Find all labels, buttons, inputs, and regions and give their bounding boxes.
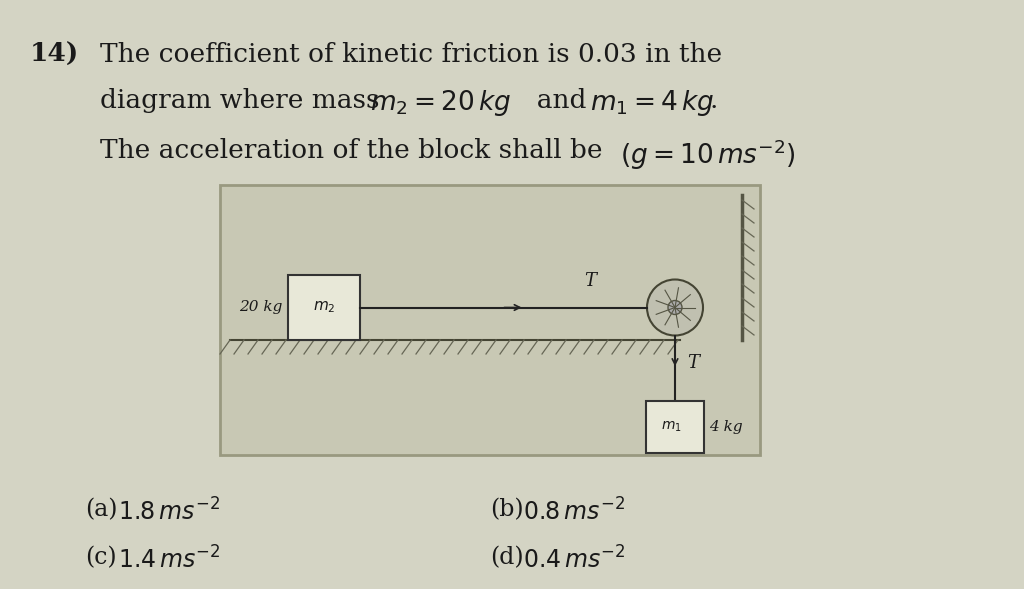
Text: $1.4\,ms^{-2}$: $1.4\,ms^{-2}$ <box>118 546 220 573</box>
Text: The coefficient of kinetic friction is 0.03 in the: The coefficient of kinetic friction is 0… <box>100 42 722 67</box>
Text: (a): (a) <box>85 498 118 521</box>
Text: $1.8\,ms^{-2}$: $1.8\,ms^{-2}$ <box>118 498 220 525</box>
Bar <box>220 185 760 455</box>
Text: and: and <box>520 88 603 113</box>
Text: 20 kg: 20 kg <box>239 300 282 315</box>
Text: (b): (b) <box>490 498 523 521</box>
Text: The acceleration of the block shall be: The acceleration of the block shall be <box>100 138 611 163</box>
Text: $0.8\,ms^{-2}$: $0.8\,ms^{-2}$ <box>523 498 625 525</box>
Text: (c): (c) <box>85 546 117 569</box>
Text: $m_1=4\,kg$: $m_1=4\,kg$ <box>590 88 715 118</box>
Text: (d): (d) <box>490 546 523 569</box>
Circle shape <box>647 280 703 336</box>
Text: $m_2=20\,kg$: $m_2=20\,kg$ <box>370 88 511 118</box>
Text: $(g=10\,ms^{-2})$: $(g=10\,ms^{-2})$ <box>620 138 796 173</box>
Text: T: T <box>687 354 699 372</box>
Text: $0.4\,ms^{-2}$: $0.4\,ms^{-2}$ <box>523 546 626 573</box>
Text: $m_1$: $m_1$ <box>660 419 681 434</box>
Bar <box>646 401 705 452</box>
Text: 14): 14) <box>30 42 79 67</box>
Text: .: . <box>710 88 719 113</box>
Text: 4 kg: 4 kg <box>709 419 742 434</box>
Circle shape <box>668 300 682 315</box>
Bar <box>288 275 360 340</box>
Text: diagram where mass: diagram where mass <box>100 88 396 113</box>
Text: T: T <box>584 272 596 290</box>
Text: $m_2$: $m_2$ <box>312 300 335 315</box>
